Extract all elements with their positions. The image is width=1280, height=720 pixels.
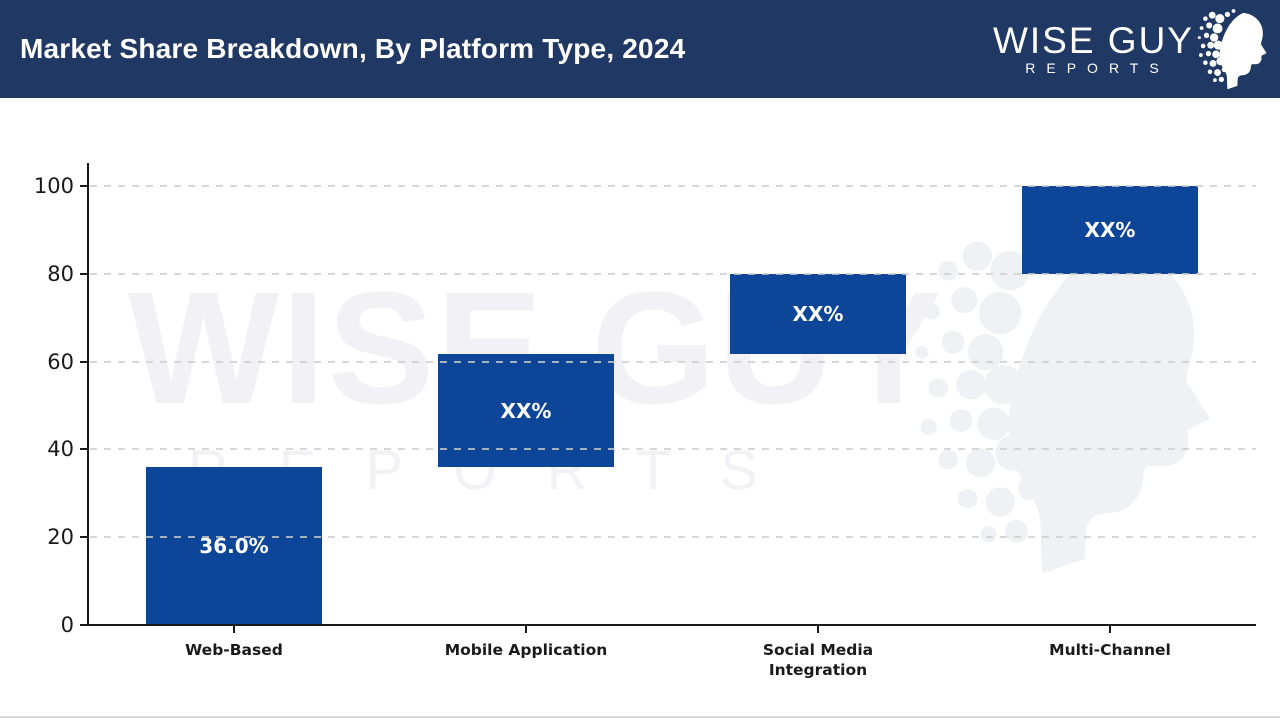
- y-tick-60: [80, 360, 88, 363]
- category-label-multi-channel: Multi-Channel: [1049, 641, 1171, 659]
- header-bar: Market Share Breakdown, By Platform Type…: [0, 0, 1280, 98]
- category-label-mobile-application: Mobile Application: [444, 641, 608, 659]
- y-tick-label-20: 20: [47, 525, 74, 550]
- bar-value-label-multi-channel: XX%: [1084, 217, 1136, 242]
- logo-line1: WISE GUY: [992, 19, 1194, 61]
- page-title: Market Share Breakdown, By Platform Type…: [20, 33, 686, 64]
- gridline-40: [90, 448, 1256, 451]
- x-tick-mobile-application: [525, 625, 527, 633]
- y-tick-label-40: 40: [47, 437, 74, 462]
- gridline-80: [90, 272, 1256, 275]
- watermark-head-icon: [862, 222, 1262, 580]
- category-label-social-media-integration: Social Media Integration: [762, 641, 874, 680]
- y-tick-label-0: 0: [60, 613, 74, 637]
- y-axis-line: [87, 163, 89, 626]
- y-tick-100: [80, 185, 88, 187]
- x-tick-web-based: [233, 625, 235, 633]
- bar-social-media-integration: [730, 273, 906, 355]
- gridline-20: [90, 536, 1256, 539]
- logo-head-icon: [1194, 7, 1270, 91]
- gridline-100: [90, 185, 1256, 187]
- y-tick-label-80: 80: [47, 261, 74, 286]
- bar-value-label-mobile-application: XX%: [500, 398, 552, 423]
- logo-wordmark: WISE GUY REPORTS: [992, 19, 1194, 77]
- y-tick-label-100: 100: [33, 174, 74, 198]
- bar-mobile-application: [438, 354, 614, 467]
- y-tick-80: [80, 272, 88, 275]
- y-tick-20: [80, 536, 88, 539]
- gridline-60: [90, 360, 1256, 363]
- page-bottom-border: [0, 716, 1280, 718]
- bar-value-label-social-media-integration: XX%: [792, 301, 844, 326]
- bar-multi-channel: [1022, 186, 1198, 274]
- y-tick-label-60: 60: [47, 349, 74, 374]
- category-label-web-based: Web-Based: [185, 641, 283, 659]
- brand-logo: WISE GUY REPORTS: [993, 4, 1270, 94]
- bar-web-based: [146, 466, 322, 625]
- x-axis-line: [87, 624, 1256, 626]
- logo-line2: REPORTS: [1025, 60, 1170, 77]
- y-tick-40: [80, 448, 88, 451]
- y-tick-0: [80, 624, 88, 626]
- x-tick-social-media-integration: [817, 625, 819, 633]
- x-tick-multi-channel: [1109, 625, 1111, 633]
